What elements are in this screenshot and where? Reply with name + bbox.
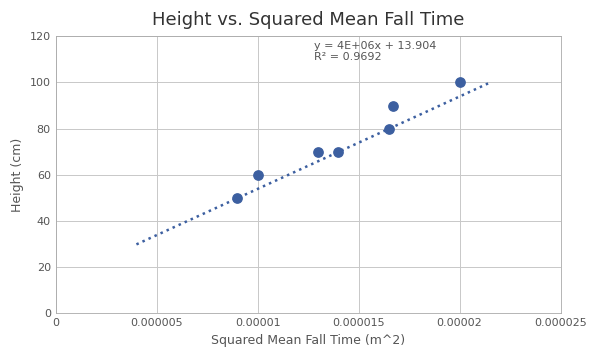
- Point: [233, 195, 242, 201]
- Point: [384, 126, 393, 131]
- Point: [454, 79, 464, 85]
- X-axis label: Squared Mean Fall Time (m^2): Squared Mean Fall Time (m^2): [211, 334, 405, 347]
- Text: y = 4E+06x + 13.904
R² = 0.9692: y = 4E+06x + 13.904 R² = 0.9692: [314, 41, 437, 62]
- Y-axis label: Height (cm): Height (cm): [11, 138, 24, 212]
- Point: [334, 149, 343, 155]
- Point: [388, 103, 398, 108]
- Point: [253, 172, 263, 178]
- Title: Height vs. Squared Mean Fall Time: Height vs. Squared Mean Fall Time: [152, 11, 464, 29]
- Point: [313, 149, 323, 155]
